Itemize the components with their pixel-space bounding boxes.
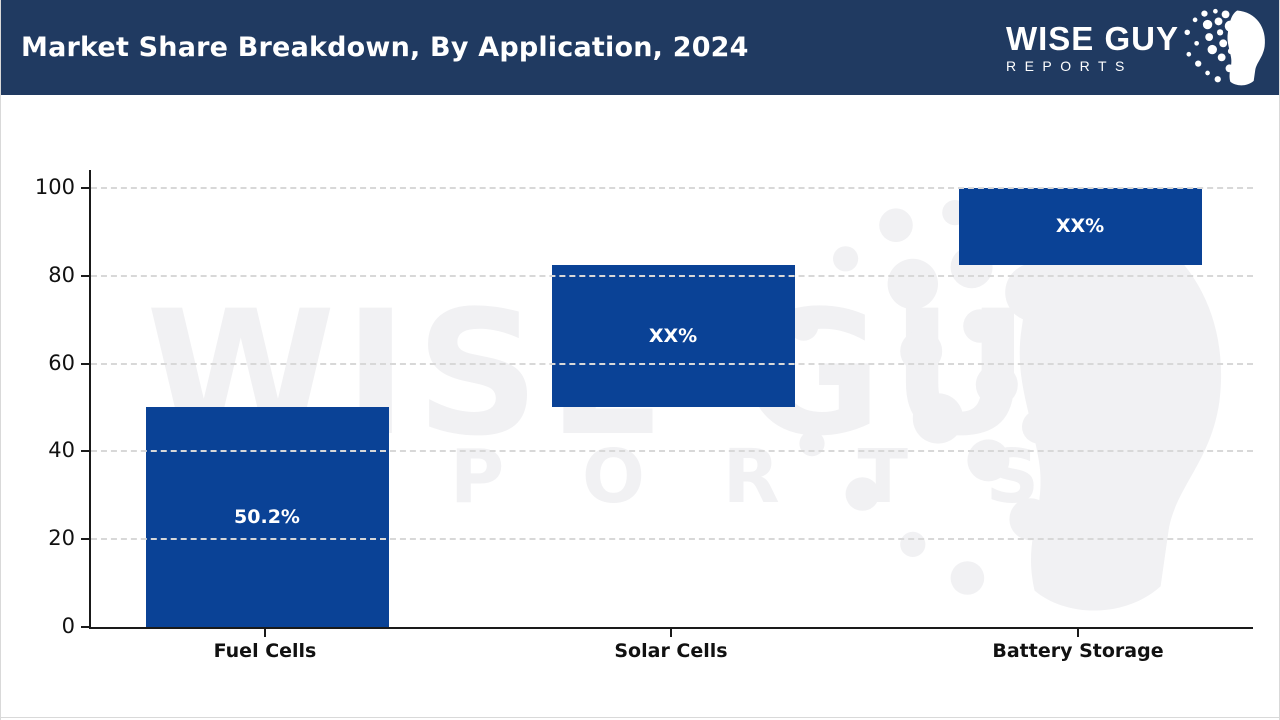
- logo-wordmark: WISE GUY: [1005, 19, 1179, 57]
- y-tick-label: 40: [48, 438, 75, 463]
- y-tick-label: 60: [48, 350, 75, 375]
- grid-line-y20: [91, 538, 1253, 541]
- x-category-label: Fuel Cells: [213, 640, 317, 662]
- bar-fuel-cells: 50.2%: [145, 406, 389, 627]
- y-tick-label: 0: [61, 614, 75, 638]
- dotted-face-logo-icon: [1181, 8, 1267, 88]
- y-tick-label: 20: [48, 526, 75, 551]
- bar-value-label: 50.2%: [234, 505, 300, 528]
- y-tick-mark: [81, 626, 89, 628]
- bar-value-label: XX%: [1055, 215, 1105, 238]
- y-tick-mark: [81, 538, 89, 541]
- x-tick-mark: [1077, 629, 1079, 637]
- bar-value-label: XX%: [648, 324, 698, 347]
- x-tick-mark: [670, 629, 672, 637]
- y-tick-label: 100: [34, 175, 75, 199]
- y-tick-label: 80: [48, 262, 75, 287]
- y-tick-mark: [81, 187, 89, 189]
- x-tick-mark: [264, 629, 266, 637]
- grid-line-y40: [91, 450, 1253, 453]
- y-tick-mark: [81, 450, 89, 453]
- y-tick-mark: [81, 274, 89, 277]
- x-category-label: Battery Storage: [992, 640, 1164, 662]
- grid-line-y80: [91, 274, 1253, 277]
- chart-title: Market Share Breakdown, By Application, …: [21, 32, 749, 63]
- grid-line-y100: [91, 187, 1253, 189]
- logo-text: WISE GUY REPORTS: [1005, 19, 1179, 74]
- bar-solar-cells: XX%: [551, 264, 795, 407]
- grid-line-y60: [91, 362, 1253, 365]
- bar-battery-storage: XX%: [958, 188, 1202, 265]
- header-banner: Market Share Breakdown, By Application, …: [1, 0, 1279, 95]
- wise-guy-reports-logo: WISE GUY REPORTS: [1006, 8, 1267, 88]
- bottom-border-rule: [1, 717, 1279, 718]
- x-category-label: Solar Cells: [614, 640, 728, 662]
- y-tick-mark: [81, 362, 89, 365]
- logo-subtitle: REPORTS: [1005, 57, 1133, 74]
- plot-area: WISE GUY R E P O R T S 50.2% XX% XX%: [89, 170, 1253, 629]
